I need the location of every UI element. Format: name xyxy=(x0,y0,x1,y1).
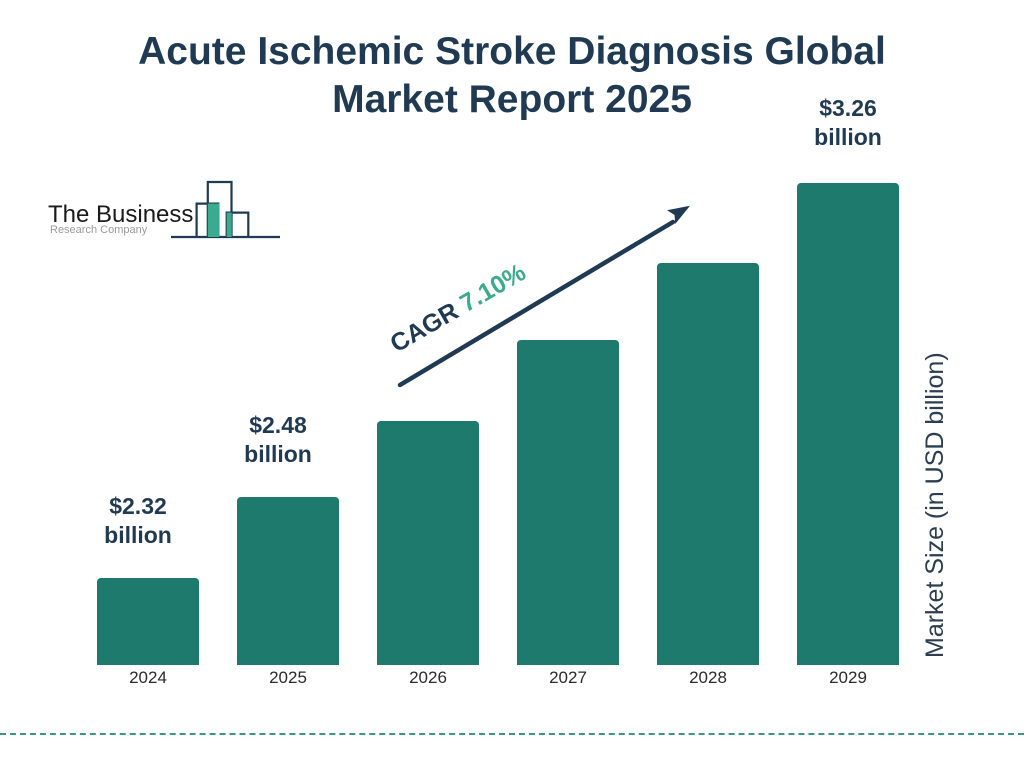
svg-text:Research Company: Research Company xyxy=(50,224,148,236)
